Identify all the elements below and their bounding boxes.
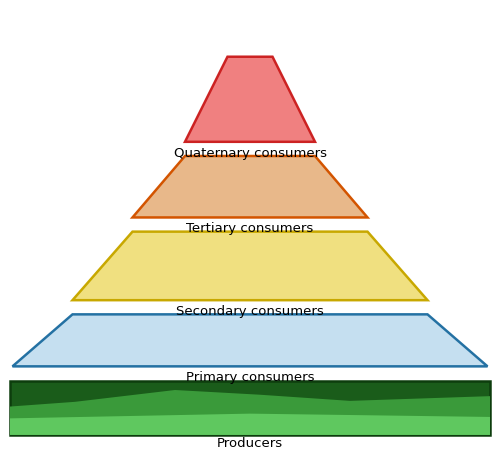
Text: Primary consumers: Primary consumers (186, 371, 314, 384)
Text: Tertiary consumers: Tertiary consumers (186, 222, 314, 235)
Text: Quaternary consumers: Quaternary consumers (174, 146, 326, 160)
Polygon shape (185, 57, 315, 142)
Polygon shape (10, 390, 490, 435)
Text: Producers: Producers (217, 437, 283, 450)
Polygon shape (12, 314, 488, 366)
Polygon shape (10, 414, 490, 435)
Text: Secondary consumers: Secondary consumers (176, 305, 324, 318)
Polygon shape (10, 380, 490, 435)
Polygon shape (72, 232, 428, 300)
Polygon shape (132, 156, 368, 218)
